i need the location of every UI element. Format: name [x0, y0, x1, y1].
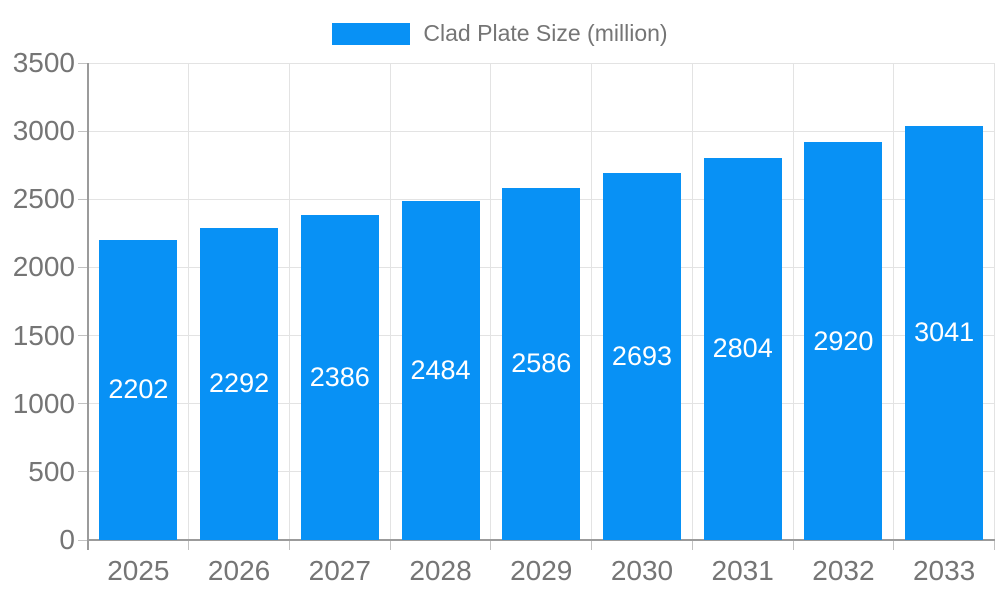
bar	[502, 187, 581, 540]
y-axis-tick	[78, 403, 88, 405]
x-axis-tick	[188, 540, 190, 550]
bar	[401, 201, 480, 540]
y-axis-tick	[78, 471, 88, 473]
x-axis-label: 2029	[510, 555, 573, 586]
bar	[905, 125, 984, 540]
x-axis-label: 2033	[912, 555, 976, 586]
bar	[99, 239, 178, 540]
bar	[602, 172, 681, 540]
x-axis-tick	[691, 540, 693, 550]
gridline-vertical	[188, 63, 190, 540]
gridline-vertical	[288, 63, 290, 540]
y-axis-label: 0	[59, 524, 75, 555]
gridline-vertical	[490, 63, 492, 540]
y-axis-tick	[78, 266, 88, 268]
y-axis-line	[87, 63, 89, 550]
y-axis-tick	[78, 335, 88, 337]
bar-value-label: 2484	[410, 355, 471, 386]
y-axis-label: 1000	[12, 387, 75, 419]
bar-value-label: 2804	[712, 333, 773, 364]
bar-value-label: 2586	[511, 348, 572, 379]
bar	[300, 214, 379, 540]
x-axis-tick	[389, 540, 391, 550]
y-axis-label: 1500	[12, 319, 75, 351]
legend-label: Clad Plate Size (million)	[423, 20, 668, 46]
gridline-horizontal	[88, 62, 995, 64]
y-axis-tick	[78, 62, 88, 64]
x-axis-label: 2032	[812, 555, 875, 586]
x-axis-tick	[288, 540, 290, 550]
x-axis-label: 2025	[107, 555, 170, 586]
y-axis-tick	[78, 198, 88, 200]
y-axis-label: 500	[28, 455, 75, 487]
bar-value-label: 2693	[611, 340, 672, 371]
gridline-vertical	[792, 63, 794, 540]
y-axis-label: 3000	[12, 115, 75, 147]
x-axis-label: 2030	[610, 555, 674, 586]
x-axis-tick	[490, 540, 492, 550]
x-axis-tick	[591, 540, 593, 550]
gridline-vertical	[994, 63, 995, 540]
x-axis-label: 2027	[308, 555, 371, 586]
y-axis-tick	[78, 130, 88, 132]
gridline-vertical	[389, 63, 391, 540]
bar-value-label: 2386	[309, 361, 370, 392]
gridline-vertical	[893, 63, 895, 540]
y-axis-label: 3500	[12, 47, 75, 78]
chart-legend[interactable]: Clad Plate Size (million)	[0, 20, 1000, 47]
y-axis-tick	[78, 539, 88, 541]
bar	[804, 142, 883, 540]
x-axis-line	[88, 539, 995, 541]
x-axis-label: 2026	[207, 555, 271, 586]
x-axis-label: 2031	[711, 555, 774, 586]
gridline-vertical	[691, 63, 693, 540]
gridline-horizontal	[88, 130, 995, 132]
y-axis-label: 2500	[12, 183, 75, 215]
legend-swatch	[332, 22, 411, 45]
bar	[200, 227, 279, 540]
bar-value-label: 2202	[108, 374, 169, 405]
x-axis-tick	[994, 540, 995, 550]
y-axis-label: 2000	[12, 251, 75, 283]
x-axis-label: 2028	[409, 555, 472, 586]
bar-value-label: 2292	[209, 368, 270, 399]
bar-value-label: 3041	[914, 317, 975, 348]
bar	[703, 157, 782, 540]
x-axis-tick	[792, 540, 794, 550]
x-axis-tick	[893, 540, 895, 550]
gridline-vertical	[591, 63, 593, 540]
bar-value-label: 2920	[813, 325, 874, 356]
